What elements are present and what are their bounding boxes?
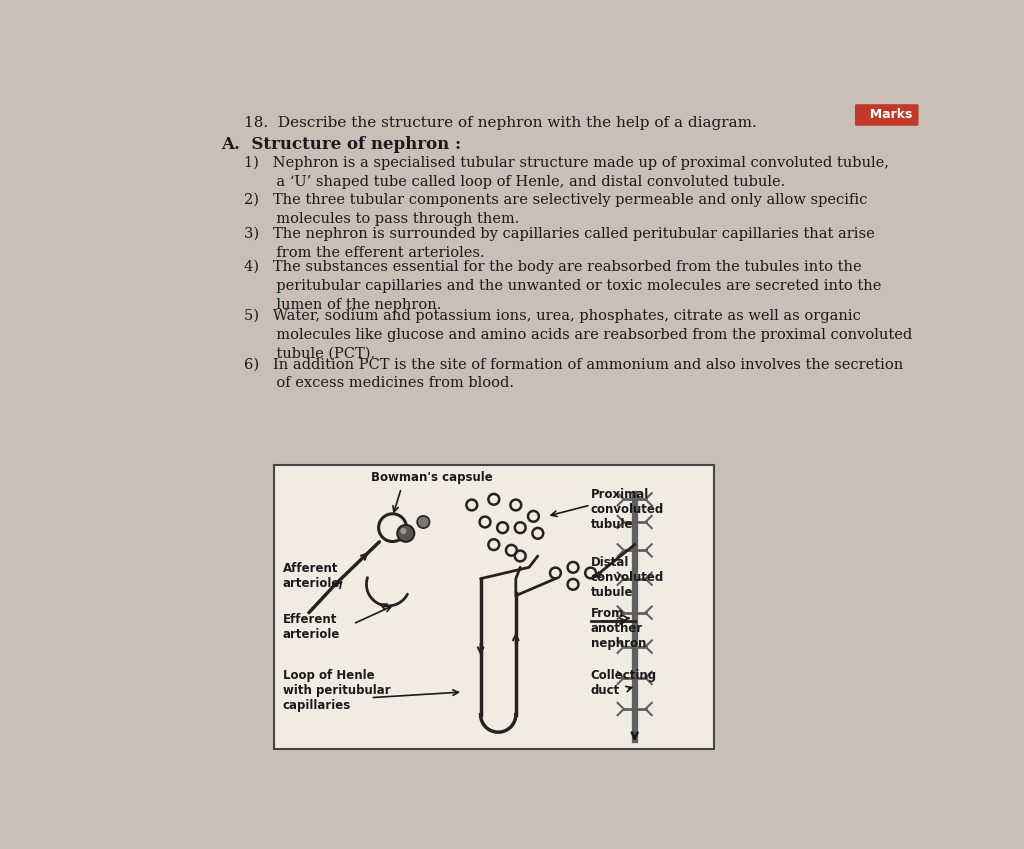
Text: Efferent
arteriole: Efferent arteriole — [283, 613, 340, 641]
Circle shape — [400, 528, 407, 534]
Text: 2)   The three tubular components are selectively permeable and only allow speci: 2) The three tubular components are sele… — [245, 193, 867, 226]
Text: 3)   The nephron is surrounded by capillaries called peritubular capillaries tha: 3) The nephron is surrounded by capillar… — [245, 227, 874, 260]
Text: A.  Structure of nephron :: A. Structure of nephron : — [221, 136, 461, 153]
Text: Marks: Marks — [861, 109, 912, 121]
Circle shape — [417, 516, 430, 528]
Text: Distal
convoluted
tubule: Distal convoluted tubule — [591, 556, 664, 599]
Text: 4)   The substances essential for the body are reabsorbed from the tubules into : 4) The substances essential for the body… — [245, 260, 882, 312]
Text: Collecting
duct: Collecting duct — [591, 669, 656, 697]
Text: Proximal
convoluted
tubule: Proximal convoluted tubule — [591, 488, 664, 531]
Text: 5)   Water, sodium and potassium ions, urea, phosphates, citrate as well as orga: 5) Water, sodium and potassium ions, ure… — [245, 308, 912, 361]
FancyBboxPatch shape — [273, 465, 714, 749]
Text: 18.  Describe the structure of nephron with the help of a diagram.: 18. Describe the structure of nephron wi… — [245, 115, 757, 130]
Text: 6)   In addition PCT is the site of formation of ammonium and also involves the : 6) In addition PCT is the site of format… — [245, 357, 903, 391]
Circle shape — [397, 525, 415, 542]
Text: From
another
nephron: From another nephron — [591, 607, 646, 650]
Text: 1)   Nephron is a specialised tubular structure made up of proximal convoluted t: 1) Nephron is a specialised tubular stru… — [245, 155, 889, 189]
Text: Afferent
arteriole: Afferent arteriole — [283, 562, 340, 590]
Text: Bowman's capsule: Bowman's capsule — [371, 471, 493, 484]
FancyBboxPatch shape — [855, 104, 919, 126]
Text: Loop of Henle
with peritubular
capillaries: Loop of Henle with peritubular capillari… — [283, 669, 390, 712]
